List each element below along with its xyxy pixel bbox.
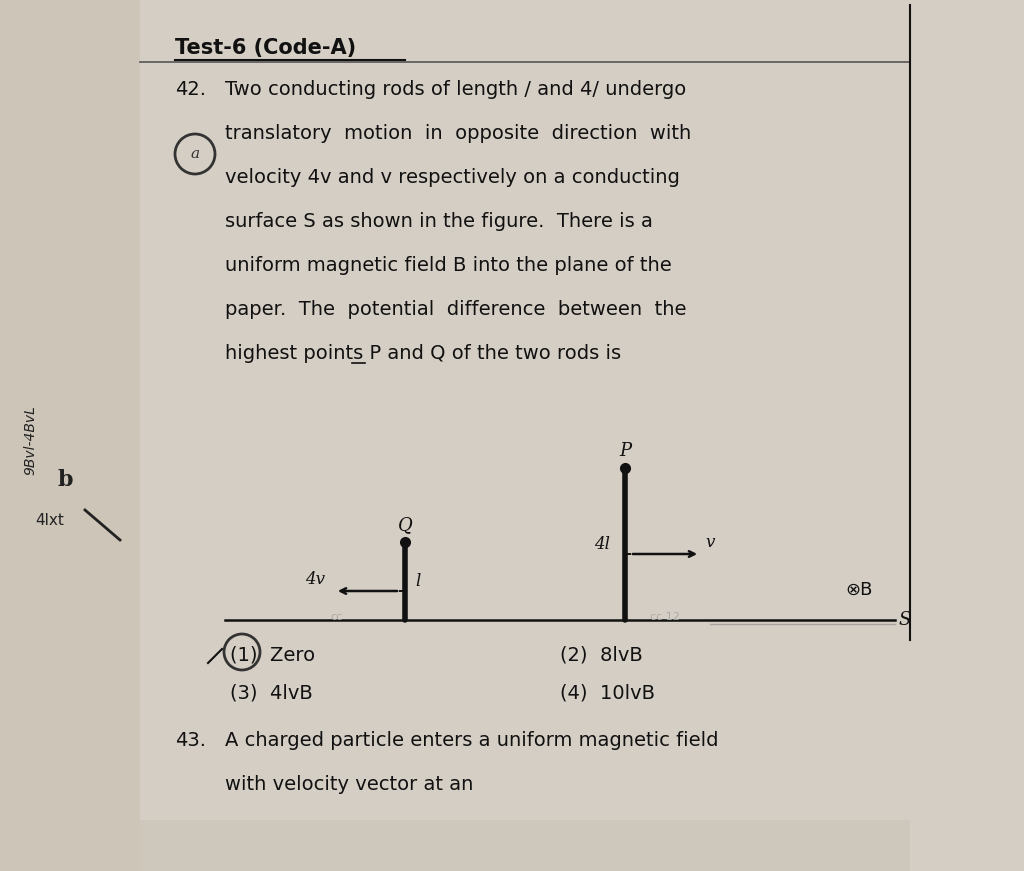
Text: Q: Q (397, 516, 413, 534)
Text: with velocity vector at an: with velocity vector at an (225, 775, 473, 794)
Text: Two conducting rods of length / and 4/ undergo: Two conducting rods of length / and 4/ u… (225, 80, 686, 99)
Bar (140, 820, 910, 871)
Text: uniform magnetic field B into the plane of the: uniform magnetic field B into the plane … (225, 256, 672, 275)
Text: 4lxt: 4lxt (35, 512, 63, 528)
Text: (3)  4lvB: (3) 4lvB (230, 683, 312, 702)
Bar (140, 0, 1024, 871)
Text: l: l (415, 572, 421, 590)
Text: 42.: 42. (175, 80, 206, 99)
Text: ⊗B: ⊗B (845, 581, 872, 599)
Text: 9Bvl-4BvL: 9Bvl-4BvL (23, 405, 37, 475)
Text: v: v (705, 534, 715, 550)
Text: highest points P and Q of the two rods is: highest points P and Q of the two rods i… (225, 344, 622, 363)
Text: b: b (57, 469, 73, 491)
Text: A charged particle enters a uniform magnetic field: A charged particle enters a uniform magn… (225, 731, 719, 750)
Text: cc 12: cc 12 (650, 612, 680, 622)
Text: velocity 4v and v respectively on a conducting: velocity 4v and v respectively on a cond… (225, 168, 680, 187)
Text: (1)  Zero: (1) Zero (230, 645, 315, 664)
Text: 4l: 4l (594, 536, 610, 552)
Text: Test-6 (Code-A): Test-6 (Code-A) (175, 38, 356, 58)
Text: surface S as shown in the figure.  There is a: surface S as shown in the figure. There … (225, 212, 653, 231)
Text: paper.  The  potential  difference  between  the: paper. The potential difference between … (225, 300, 686, 319)
Text: (2)  8lvB: (2) 8lvB (560, 645, 643, 664)
Text: 4v: 4v (305, 571, 325, 588)
Text: a: a (190, 147, 200, 161)
Text: cc: cc (330, 612, 342, 622)
Text: S: S (898, 611, 910, 629)
Text: (4)  10lvB: (4) 10lvB (560, 683, 655, 702)
Text: 43.: 43. (175, 731, 206, 750)
Text: P: P (618, 442, 631, 460)
Text: translatory  motion  in  opposite  direction  with: translatory motion in opposite direction… (225, 124, 691, 143)
